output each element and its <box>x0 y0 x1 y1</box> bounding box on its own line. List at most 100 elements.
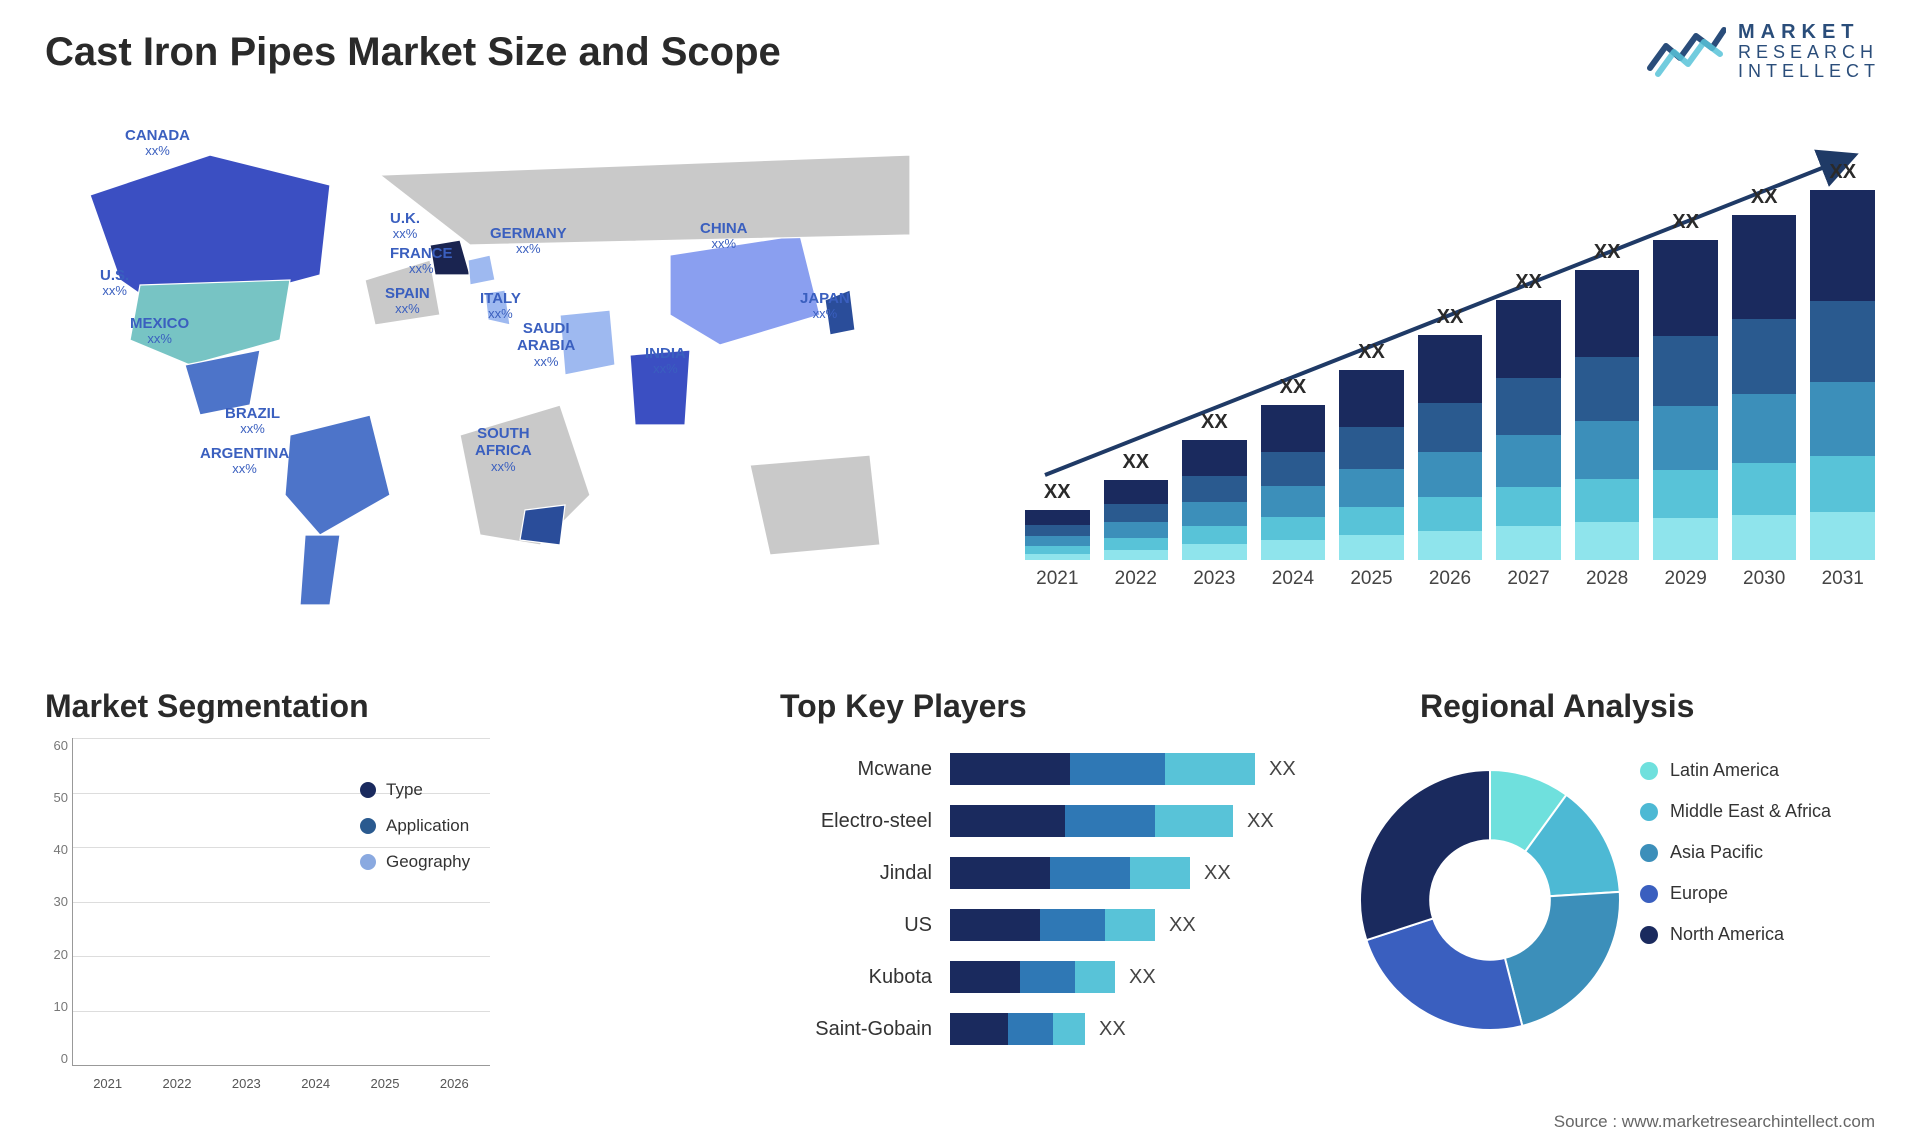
growth-bar-year: 2029 <box>1665 568 1707 590</box>
seg-ytick: 50 <box>40 790 68 805</box>
map-region-south-africa <box>520 505 565 545</box>
player-row: Saint-Gobain XX <box>780 1010 1320 1048</box>
growth-bar: XX 2029 <box>1653 211 1718 590</box>
growth-bar-year: 2023 <box>1193 568 1235 590</box>
growth-bar-value: XX <box>1201 411 1228 434</box>
growth-bar-value: XX <box>1515 271 1542 294</box>
region-legend-item: Middle East & Africa <box>1640 801 1900 822</box>
growth-bar-value: XX <box>1672 211 1699 234</box>
source-note: Source : www.marketresearchintellect.com <box>1554 1112 1875 1132</box>
growth-bar-value: XX <box>1122 451 1149 474</box>
map-label: ITALYxx% <box>480 290 521 322</box>
donut-slice <box>1366 918 1522 1030</box>
growth-bar: XX 2027 <box>1496 271 1561 590</box>
growth-bar: XX2024 <box>1261 376 1326 590</box>
seg-ytick: 0 <box>40 1051 68 1066</box>
player-row: Jindal XX <box>780 854 1320 892</box>
growth-bar: XX 2022 <box>1104 451 1169 590</box>
player-name: Kubota <box>780 966 950 989</box>
section-title-segmentation: Market Segmentation <box>45 688 369 725</box>
logo-mark-icon <box>1646 22 1726 80</box>
map-region-brazil <box>285 415 390 535</box>
player-row: Mcwane XX <box>780 750 1320 788</box>
region-legend-item: Latin America <box>1640 760 1900 781</box>
map-label: U.S.xx% <box>100 267 129 299</box>
player-value: XX <box>1204 862 1231 885</box>
growth-bar-year: 2027 <box>1507 568 1549 590</box>
seg-ytick: 20 <box>40 947 68 962</box>
player-bar <box>950 961 1115 993</box>
seg-year: 2022 <box>147 1070 206 1098</box>
player-name: Jindal <box>780 862 950 885</box>
player-name: Electro-steel <box>780 810 950 833</box>
player-row: Electro-steelXX <box>780 802 1320 840</box>
growth-bar-year: 2028 <box>1586 568 1628 590</box>
map-label: GERMANYxx% <box>490 225 567 257</box>
growth-bar: XX2028 <box>1575 241 1640 590</box>
map-region-australia <box>750 455 880 555</box>
map-label: FRANCExx% <box>390 245 453 277</box>
map-region-germany <box>468 255 495 285</box>
map-label: SPAINxx% <box>385 285 430 317</box>
growth-bar-year: 2031 <box>1822 568 1864 590</box>
growth-bar: XX2021 <box>1025 481 1090 590</box>
player-bar <box>950 805 1233 837</box>
growth-bar-value: XX <box>1280 376 1307 399</box>
seg-ytick: 40 <box>40 842 68 857</box>
player-value: XX <box>1099 1018 1126 1041</box>
regional-legend: Latin America Middle East & Africa Asia Pa… <box>1640 760 1900 965</box>
growth-chart: XX2021XX2022XX2023XX2024XX2025XX2026XX20… <box>1025 155 1875 625</box>
world-map: CANADAxx%U.S.xx%MEXICOxx%BRAZILxx%ARGENT… <box>30 115 950 655</box>
player-row: US XX <box>780 906 1320 944</box>
map-label: SAUDI ARABIAxx% <box>517 320 575 369</box>
section-title-players: Top Key Players <box>780 688 1027 725</box>
map-label: CANADAxx% <box>125 127 190 159</box>
growth-bar-year: 2022 <box>1115 568 1157 590</box>
growth-bar-value: XX <box>1829 161 1856 184</box>
page-title: Cast Iron Pipes Market Size and Scope <box>45 30 781 75</box>
growth-bar-year: 2025 <box>1350 568 1392 590</box>
seg-year: 2024 <box>286 1070 345 1098</box>
players-chart: McwaneXXElectro-steelXXJindalXXUSXXKubot… <box>780 750 1320 1100</box>
logo-line-3: INTELLECT <box>1738 62 1880 81</box>
region-legend-item: North America <box>1640 924 1900 945</box>
map-region-argentina <box>300 535 340 605</box>
player-bar <box>950 753 1255 785</box>
seg-ytick: 60 <box>40 738 68 753</box>
growth-bar: XX2030 <box>1732 186 1797 590</box>
growth-bar-year: 2026 <box>1429 568 1471 590</box>
map-region-russia <box>380 155 910 245</box>
player-name: Mcwane <box>780 758 950 781</box>
growth-bar: XX 2023 <box>1182 411 1247 590</box>
seg-ytick: 30 <box>40 894 68 909</box>
player-row: KubotaXX <box>780 958 1320 996</box>
growth-bar-value: XX <box>1044 481 1071 504</box>
player-name: Saint-Gobain <box>780 1018 950 1041</box>
player-value: XX <box>1169 914 1196 937</box>
section-title-regional: Regional Analysis <box>1420 688 1694 725</box>
player-bar <box>950 909 1155 941</box>
map-label: ARGENTINAxx% <box>200 445 289 477</box>
map-label: JAPANxx% <box>800 290 850 322</box>
region-legend-item: Asia Pacific <box>1640 842 1900 863</box>
player-value: XX <box>1269 758 1296 781</box>
logo-line-1: MARKET <box>1738 22 1880 43</box>
growth-bar: XX 2026 <box>1418 306 1483 590</box>
growth-bar-value: XX <box>1437 306 1464 329</box>
growth-bar-value: XX <box>1751 186 1778 209</box>
seg-year: 2023 <box>217 1070 276 1098</box>
map-label: U.K.xx% <box>390 210 420 242</box>
brand-logo: MARKET RESEARCH INTELLECT <box>1646 22 1880 81</box>
regional-donut <box>1340 750 1640 1050</box>
seg-year: 2021 <box>78 1070 137 1098</box>
seg-ytick: 10 <box>40 999 68 1014</box>
region-legend-item: Europe <box>1640 883 1900 904</box>
map-label: SOUTH AFRICAxx% <box>475 425 532 474</box>
seg-year: 2025 <box>355 1070 414 1098</box>
map-label: INDIAxx% <box>645 345 686 377</box>
map-label: CHINAxx% <box>700 220 748 252</box>
logo-line-2: RESEARCH <box>1738 43 1880 62</box>
map-label: MEXICOxx% <box>130 315 189 347</box>
growth-bar: XX2025 <box>1339 341 1404 590</box>
player-name: US <box>780 914 950 937</box>
